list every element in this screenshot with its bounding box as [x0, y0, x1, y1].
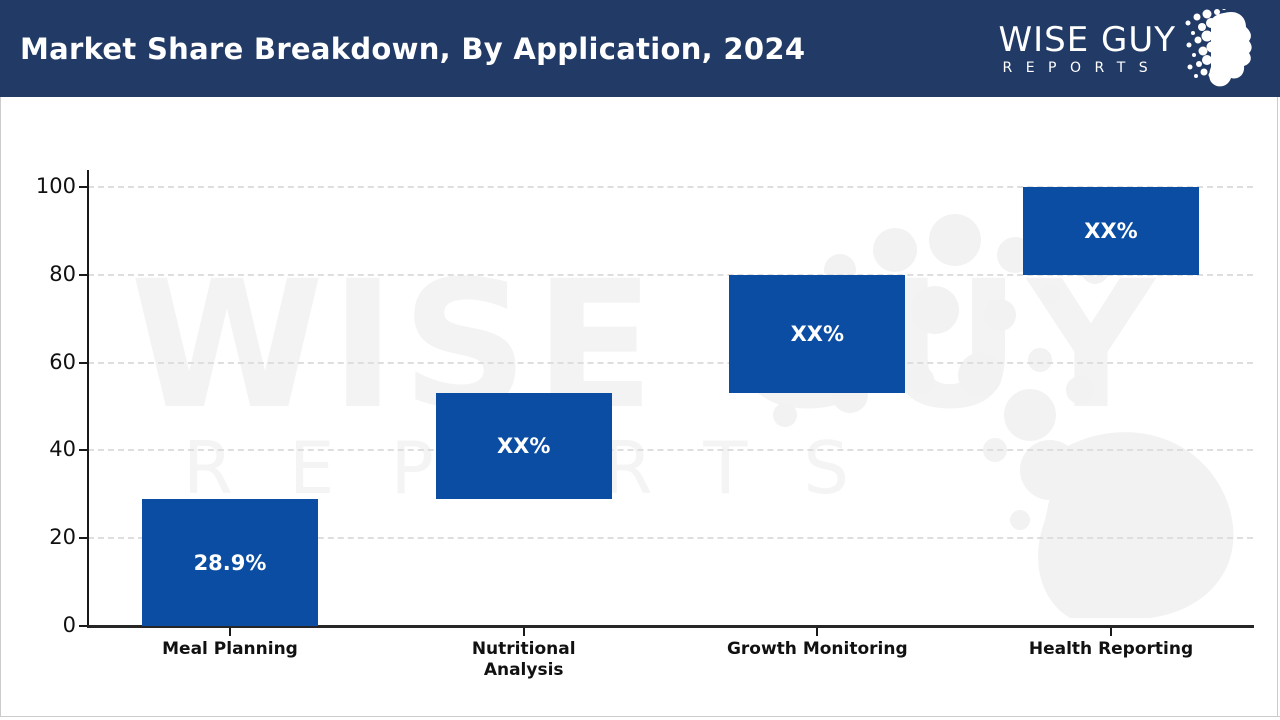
x-tick-health-reporting — [1110, 628, 1112, 636]
bar-meal-planning: 28.9% — [142, 499, 318, 626]
bar-growth-monitoring: XX% — [729, 274, 906, 394]
y-tick-label-80: 80 — [49, 261, 76, 286]
bar-value-label: 28.9% — [193, 550, 267, 575]
logo-subtitle: REPORTS — [1002, 59, 1162, 76]
x-tick-growth-monitoring — [816, 628, 819, 636]
logo-wordmark: WISE GUY — [998, 19, 1176, 60]
category-label-growth-monitoring: Growth Monitoring — [726, 639, 908, 659]
wise-guy-logo: WISE GUY REPORTS — [998, 8, 1254, 89]
y-tick-label-40: 40 — [49, 437, 76, 462]
y-tick-40 — [79, 449, 87, 452]
x-tick-nutritional-analysis — [522, 628, 525, 636]
x-tick-meal-planning — [229, 628, 231, 636]
bar-value-label: XX% — [790, 322, 845, 347]
gridline-80 — [88, 273, 1253, 276]
category-label-meal-planning: Meal Planning — [162, 639, 298, 659]
header-bar: Market Share Breakdown, By Application, … — [0, 0, 1280, 97]
frame-right-border — [1277, 97, 1278, 717]
page-title: Market Share Breakdown, By Application, … — [20, 31, 806, 66]
y-tick-label-20: 20 — [49, 525, 76, 550]
frame-left-border — [0, 97, 1, 717]
y-axis-line — [87, 170, 89, 628]
x-axis-line — [87, 625, 1254, 628]
logo-face-icon — [1185, 8, 1252, 86]
gridline-100 — [88, 186, 1253, 188]
bar-value-label: XX% — [1084, 218, 1138, 243]
y-tick-label-0: 0 — [62, 613, 76, 637]
y-tick-0 — [79, 625, 87, 627]
category-label-health-reporting: Health Reporting — [1028, 639, 1194, 659]
y-tick-label-100: 100 — [35, 174, 76, 198]
category-label-nutritional-analysis: Nutritional Analysis — [471, 639, 576, 681]
y-tick-60 — [79, 361, 87, 364]
bar-health-reporting: XX% — [1023, 187, 1199, 275]
y-tick-20 — [79, 537, 87, 540]
bar-nutritional-analysis: XX% — [435, 393, 612, 500]
bar-value-label: XX% — [496, 434, 551, 459]
y-tick-80 — [79, 273, 87, 276]
frame-bottom-border — [0, 716, 1280, 717]
gridline-60 — [88, 361, 1253, 364]
y-tick-100 — [79, 186, 87, 188]
gridline-40 — [88, 449, 1253, 452]
gridline-20 — [88, 537, 1253, 540]
y-tick-label-60: 60 — [49, 349, 76, 374]
